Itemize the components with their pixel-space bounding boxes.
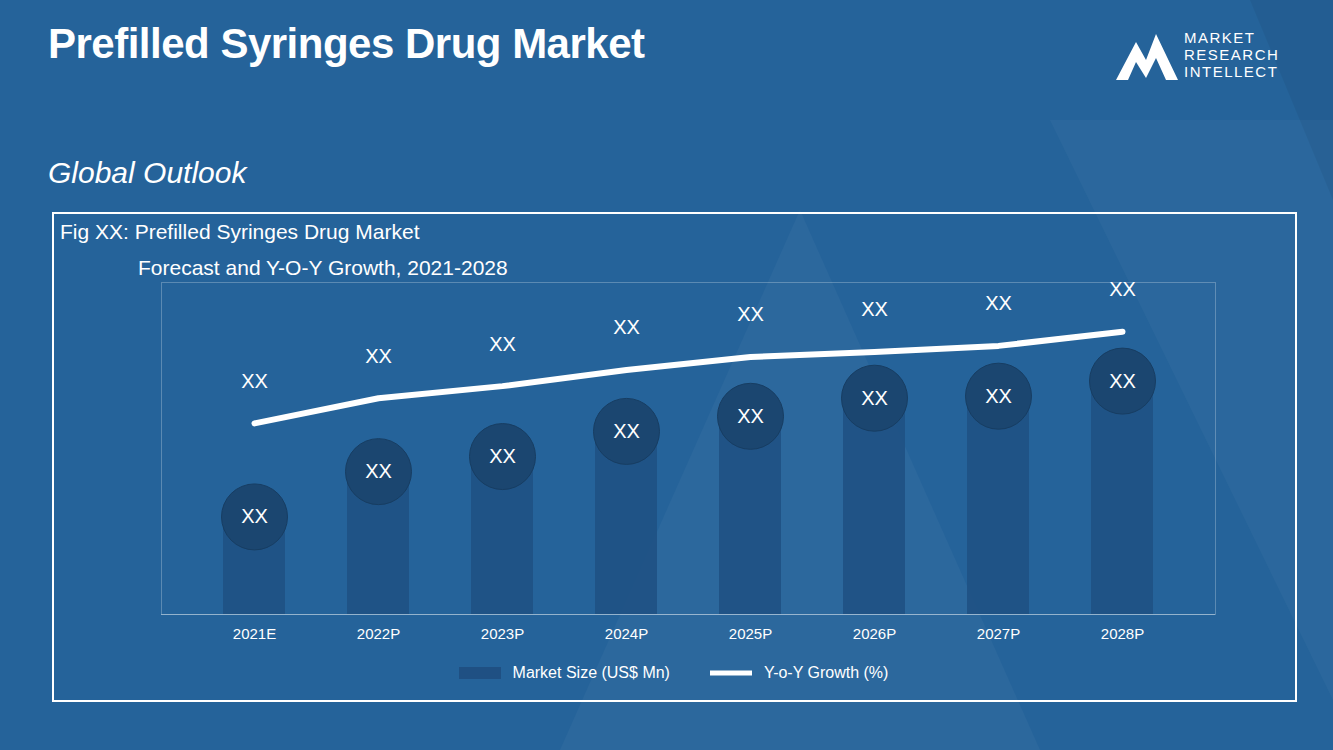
svg-text:2021E: 2021E <box>233 625 276 642</box>
svg-text:2026P: 2026P <box>853 625 896 642</box>
html-text:Fig XX: Prefilled Syringes Dru: Fig XX: Prefilled Syringes Drug Market <box>60 220 420 243</box>
html-text:Forecast and Y-O-Y Growth, 202: Forecast and Y-O-Y Growth, 2021-2028 <box>138 256 508 279</box>
svg-text:XX: XX <box>985 385 1012 407</box>
svg-text:XX: XX <box>489 445 516 467</box>
svg-text:XX: XX <box>861 298 888 320</box>
html-text:Y-o-Y Growth (%): Y-o-Y Growth (%) <box>763 664 889 681</box>
svg-text:2024P: 2024P <box>605 625 648 642</box>
svg-text:XX: XX <box>241 505 268 527</box>
svg-text:XX: XX <box>489 333 516 355</box>
svg-text:XX: XX <box>985 292 1012 314</box>
svg-text:XX: XX <box>861 387 888 409</box>
html-text:Market Size (US$ Mn): Market Size (US$ Mn) <box>512 664 670 681</box>
svg-text:XX: XX <box>365 345 392 367</box>
html-text:INTELLECT: INTELLECT <box>1184 62 1279 80</box>
svg-text:2027P: 2027P <box>977 625 1020 642</box>
svg-text:2025P: 2025P <box>729 625 772 642</box>
svg-text:XX: XX <box>613 420 640 442</box>
svg-text:XX: XX <box>613 316 640 338</box>
svg-text:2023P: 2023P <box>481 625 524 642</box>
svg-text:XX: XX <box>737 303 764 325</box>
html-text:Prefilled Syringes Drug Market: Prefilled Syringes Drug Market <box>48 20 645 67</box>
svg-text:2022P: 2022P <box>357 625 400 642</box>
html-text:MARKET: MARKET <box>1184 28 1256 46</box>
svg-text:XX: XX <box>1109 369 1136 391</box>
svg-text:XX: XX <box>365 460 392 482</box>
svg-text:2028P: 2028P <box>1101 625 1144 642</box>
html-text:Global Outlook: Global Outlook <box>48 156 247 189</box>
svg-text:XX: XX <box>737 405 764 427</box>
svg-text:XX: XX <box>1109 278 1136 300</box>
svg-text:XX: XX <box>241 370 268 392</box>
html-text:RESEARCH: RESEARCH <box>1184 45 1280 63</box>
